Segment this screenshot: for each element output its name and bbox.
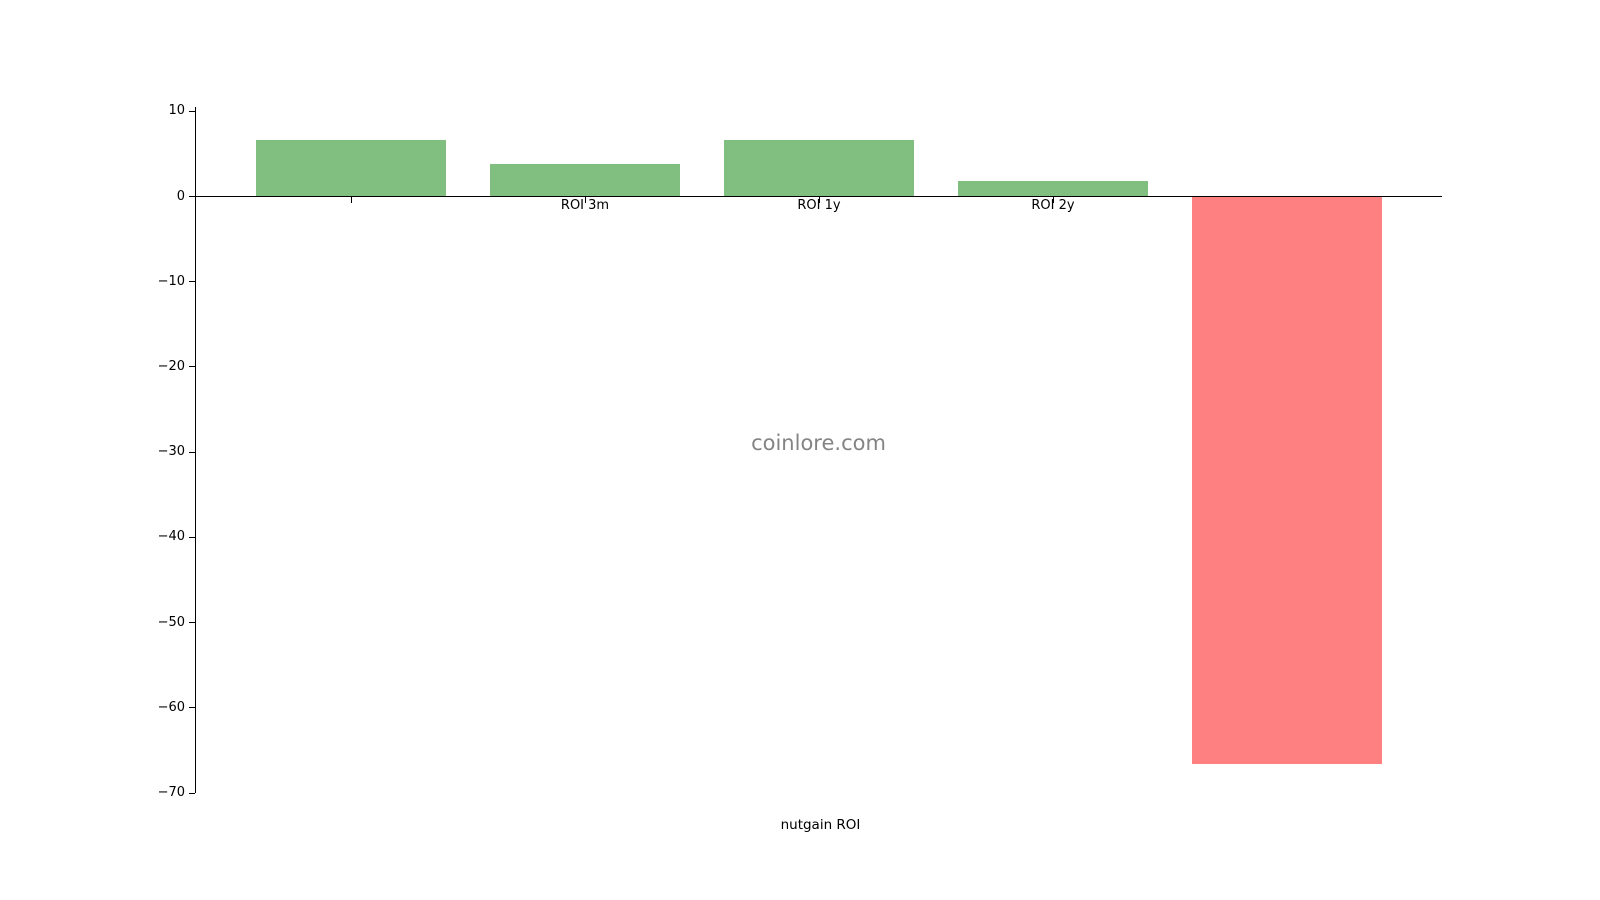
x-tick-mark: [584, 197, 586, 203]
x-axis-title: nutgain ROI: [780, 817, 861, 833]
x-tick-mark: [818, 197, 820, 203]
y-axis-spine: [195, 107, 196, 793]
y-tick-mark: [189, 707, 195, 709]
y-tick-label: −20: [157, 358, 185, 374]
bar-unlabeled-4: [1192, 196, 1382, 764]
x-tick-mark: [1052, 197, 1054, 203]
x-tick-mark: [350, 197, 352, 203]
y-tick-mark: [189, 366, 195, 368]
x-tick-label: ROI 3m: [560, 198, 610, 213]
y-tick-label: 10: [168, 103, 185, 119]
bar-roi-3m: [490, 164, 680, 197]
y-tick-mark: [189, 281, 195, 283]
x-tick-label: ROI 2y: [1031, 198, 1075, 213]
y-tick-label: −50: [157, 614, 185, 630]
y-tick-label: −10: [157, 273, 185, 289]
y-tick-label: −70: [157, 785, 185, 800]
x-axis-zero-line: [195, 196, 1442, 197]
y-tick-label: 0: [176, 188, 185, 204]
bar-roi-1y: [724, 140, 914, 197]
y-tick-mark: [189, 792, 195, 794]
y-tick-mark: [189, 110, 195, 112]
watermark-text: coinlore.com: [751, 431, 886, 455]
y-tick-mark: [189, 536, 195, 538]
x-tick-label: ROI 1y: [797, 198, 841, 213]
y-tick-label: −60: [157, 699, 185, 715]
y-tick-label: −40: [157, 529, 185, 545]
y-tick-mark: [189, 622, 195, 624]
bar-roi-2y: [958, 181, 1148, 197]
y-tick-mark: [189, 196, 195, 197]
y-tick-label: −30: [157, 444, 185, 460]
bar-unlabeled-0: [256, 140, 446, 197]
y-tick-mark: [189, 451, 195, 453]
